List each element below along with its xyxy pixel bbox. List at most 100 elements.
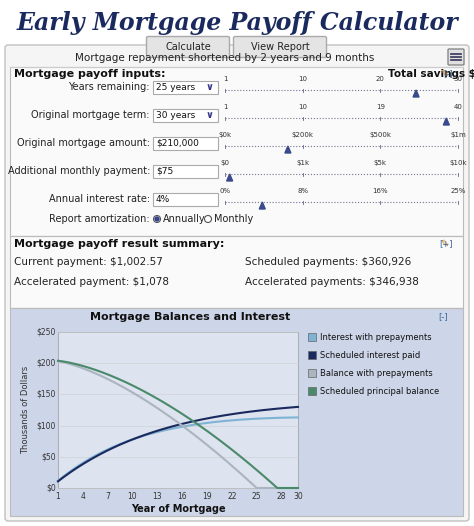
FancyBboxPatch shape (153, 165, 218, 177)
Text: 30: 30 (293, 492, 303, 501)
Text: $150: $150 (36, 390, 56, 399)
Text: Scheduled payments: $360,926: Scheduled payments: $360,926 (245, 257, 411, 267)
Text: ∨: ∨ (206, 82, 214, 92)
FancyBboxPatch shape (153, 137, 218, 149)
FancyBboxPatch shape (234, 36, 327, 57)
Text: ✎: ✎ (440, 69, 448, 79)
Text: 1: 1 (223, 76, 227, 82)
Text: Mortgage payoff result summary:: Mortgage payoff result summary: (14, 239, 224, 249)
Text: Thousands of Dollars: Thousands of Dollars (21, 366, 30, 454)
Text: 8%: 8% (297, 188, 308, 194)
Text: Interest with prepayments: Interest with prepayments (320, 332, 432, 341)
Polygon shape (227, 174, 233, 181)
Text: [-]: [-] (443, 69, 453, 78)
Text: 10: 10 (128, 492, 137, 501)
Text: 4%: 4% (156, 195, 170, 204)
Text: 10: 10 (298, 76, 307, 82)
Text: 40: 40 (454, 104, 463, 110)
Text: View Report: View Report (251, 42, 310, 52)
Text: 1: 1 (55, 492, 60, 501)
FancyBboxPatch shape (308, 351, 316, 359)
Text: Mortgage payoff inputs:: Mortgage payoff inputs: (14, 69, 165, 79)
Text: $1m: $1m (450, 132, 466, 138)
FancyBboxPatch shape (146, 36, 229, 57)
Text: 4: 4 (81, 492, 85, 501)
FancyBboxPatch shape (10, 308, 463, 516)
Text: Original mortgage term:: Original mortgage term: (31, 110, 150, 120)
Text: $200k: $200k (292, 132, 314, 138)
Text: $0: $0 (220, 160, 229, 166)
Text: $100: $100 (36, 421, 56, 430)
Text: Accelerated payments: $346,938: Accelerated payments: $346,938 (245, 277, 419, 287)
Text: 19: 19 (202, 492, 212, 501)
FancyBboxPatch shape (308, 333, 316, 341)
Text: 0%: 0% (219, 188, 230, 194)
FancyBboxPatch shape (5, 45, 469, 521)
Text: $200: $200 (36, 359, 56, 368)
Text: Scheduled principal balance: Scheduled principal balance (320, 387, 439, 396)
Text: Annually: Annually (163, 214, 206, 224)
FancyBboxPatch shape (308, 369, 316, 377)
Text: Calculate: Calculate (165, 42, 211, 52)
Text: $1k: $1k (296, 160, 309, 166)
Text: 28: 28 (277, 492, 286, 501)
Text: 25: 25 (252, 492, 262, 501)
Text: Balance with prepayments: Balance with prepayments (320, 369, 433, 378)
Circle shape (155, 217, 159, 221)
Text: Report amortization:: Report amortization: (49, 214, 150, 224)
FancyBboxPatch shape (448, 49, 464, 65)
Text: $250: $250 (36, 328, 56, 337)
FancyBboxPatch shape (308, 387, 316, 395)
FancyBboxPatch shape (58, 332, 298, 488)
Text: Scheduled interest paid: Scheduled interest paid (320, 350, 420, 359)
Text: $75: $75 (156, 167, 173, 176)
Text: Annual interest rate:: Annual interest rate: (49, 194, 150, 204)
Text: 25 years: 25 years (156, 83, 195, 92)
Text: 20: 20 (376, 76, 385, 82)
Text: 16%: 16% (373, 188, 388, 194)
Text: $0k: $0k (219, 132, 232, 138)
FancyBboxPatch shape (153, 108, 218, 122)
Text: 30: 30 (454, 76, 463, 82)
FancyBboxPatch shape (153, 80, 218, 94)
Polygon shape (259, 202, 265, 209)
Text: Accelerated payment: $1,078: Accelerated payment: $1,078 (14, 277, 169, 287)
FancyBboxPatch shape (10, 67, 463, 236)
Text: $5k: $5k (374, 160, 387, 166)
Text: 10: 10 (298, 104, 307, 110)
Text: 25%: 25% (450, 188, 465, 194)
Text: Additional monthly payment:: Additional monthly payment: (8, 166, 150, 176)
Text: Early Mortgage Payoff Calculator: Early Mortgage Payoff Calculator (16, 11, 458, 35)
Polygon shape (285, 146, 291, 153)
Text: [+]: [+] (439, 239, 453, 248)
Circle shape (154, 216, 161, 222)
Text: 13: 13 (153, 492, 162, 501)
Text: ✎: ✎ (440, 239, 448, 249)
Text: Years remaining:: Years remaining: (69, 82, 150, 92)
FancyBboxPatch shape (10, 236, 463, 308)
Text: Original mortgage amount:: Original mortgage amount: (17, 138, 150, 148)
Text: $50: $50 (41, 452, 56, 461)
Text: 22: 22 (227, 492, 237, 501)
Text: 1: 1 (223, 104, 227, 110)
Text: Current payment: $1,002.57: Current payment: $1,002.57 (14, 257, 163, 267)
Polygon shape (443, 118, 449, 125)
Circle shape (204, 216, 211, 222)
Text: $210,000: $210,000 (156, 138, 199, 147)
Text: 7: 7 (105, 492, 110, 501)
Text: Mortgage Balances and Interest: Mortgage Balances and Interest (90, 312, 290, 322)
Text: 16: 16 (177, 492, 187, 501)
Text: ∨: ∨ (206, 110, 214, 120)
Text: $500k: $500k (369, 132, 392, 138)
Text: $10k: $10k (449, 160, 467, 166)
Polygon shape (413, 90, 419, 97)
Text: Total savings $13,988: Total savings $13,988 (388, 69, 474, 79)
FancyBboxPatch shape (153, 193, 218, 206)
Text: 19: 19 (376, 104, 385, 110)
Text: 30 years: 30 years (156, 110, 195, 119)
Text: $0: $0 (46, 483, 56, 492)
Text: [-]: [-] (438, 312, 448, 321)
Text: Mortgage repayment shortened by 2 years and 9 months: Mortgage repayment shortened by 2 years … (75, 53, 374, 63)
Text: Monthly: Monthly (214, 214, 253, 224)
Text: Year of Mortgage: Year of Mortgage (131, 504, 225, 514)
